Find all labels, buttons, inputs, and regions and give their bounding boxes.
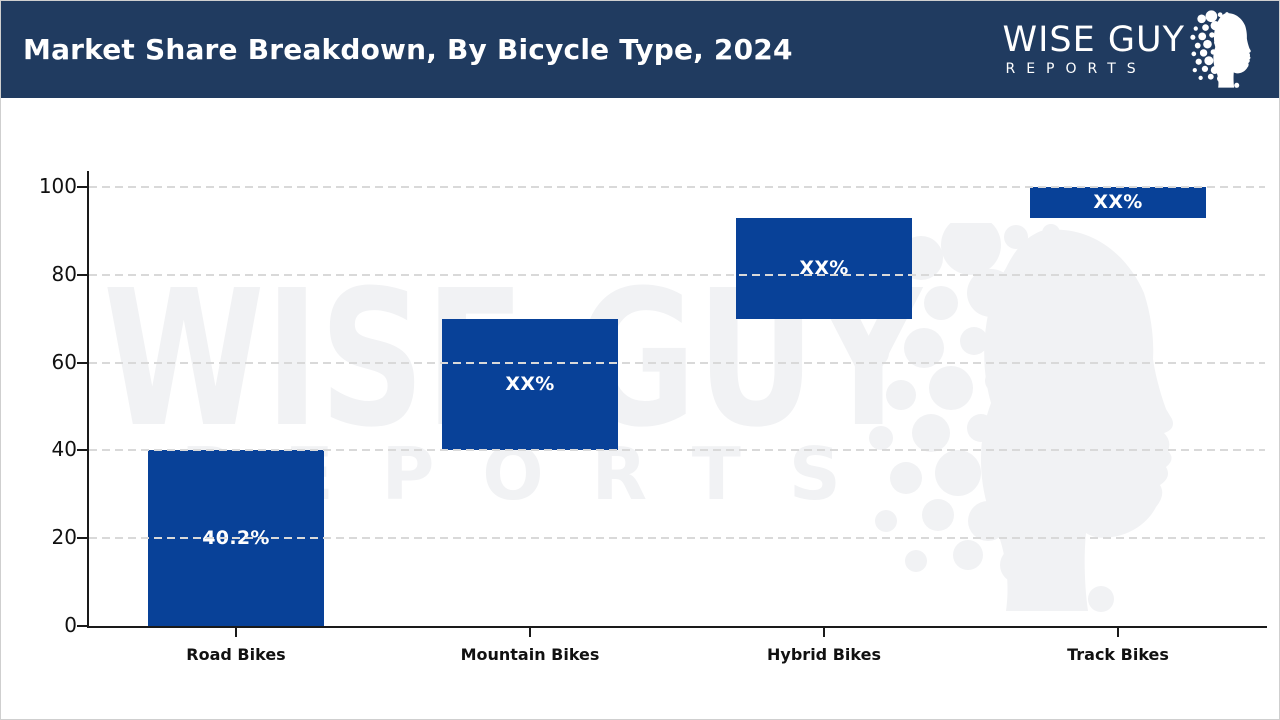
brand-logo-text: WISE GUY REPORTS: [1002, 20, 1185, 77]
y-tick-mark: [77, 625, 87, 627]
chart-area: WISE GUY REPORTS 40.2% XX% XX% XX% 0 20 40 60 8…: [1, 98, 1279, 719]
y-gridline: [89, 361, 1265, 364]
header-bar: Market Share Breakdown, By Bicycle Type,…: [1, 1, 1279, 98]
y-tick-mark: [77, 186, 87, 188]
bar-segment: XX%: [1030, 187, 1206, 218]
y-tick-mark: [77, 449, 87, 452]
bar-value-label: XX%: [505, 373, 555, 396]
y-gridline: [89, 273, 1265, 276]
x-axis-line: [87, 626, 1267, 628]
y-tick-mark: [77, 273, 87, 276]
x-tick-mark: [235, 628, 237, 637]
y-axis-line: [87, 171, 89, 628]
x-tick-mark: [1117, 628, 1119, 637]
x-category-label: Hybrid Bikes: [767, 645, 881, 664]
bar-segment: XX%: [442, 318, 618, 450]
bar-value-label: XX%: [1093, 191, 1143, 214]
y-tick-label: 0: [64, 613, 77, 637]
page-title: Market Share Breakdown, By Bicycle Type,…: [23, 33, 793, 66]
y-tick-mark: [77, 537, 87, 540]
x-category-label: Mountain Bikes: [460, 645, 600, 664]
face-profile-dots-icon: [1190, 9, 1251, 88]
brand-logo: WISE GUY REPORTS: [1002, 9, 1265, 90]
y-tick-label: 100: [38, 174, 77, 198]
y-tick-label: 40: [51, 437, 77, 462]
x-tick-mark: [823, 628, 825, 637]
bar-value-label: XX%: [799, 257, 849, 280]
y-gridline: [89, 449, 1265, 452]
y-tick-label: 20: [51, 525, 77, 550]
brand-name: WISE GUY: [1002, 20, 1185, 60]
y-gridline: [89, 537, 1265, 540]
y-tick-label: 60: [51, 349, 77, 374]
y-tick-label: 80: [51, 261, 77, 286]
brand-subname: REPORTS: [1005, 61, 1147, 77]
x-category-label: Track Bikes: [1067, 645, 1169, 664]
y-gridline: [89, 186, 1265, 189]
x-tick-mark: [529, 628, 531, 637]
y-tick-mark: [77, 361, 87, 364]
x-category-label: Road Bikes: [186, 645, 286, 664]
bar-segment: XX%: [736, 217, 912, 319]
watermark-face-profile-dots-icon: [863, 223, 1173, 612]
plot-area: 40.2% XX% XX% XX%: [89, 186, 1265, 626]
